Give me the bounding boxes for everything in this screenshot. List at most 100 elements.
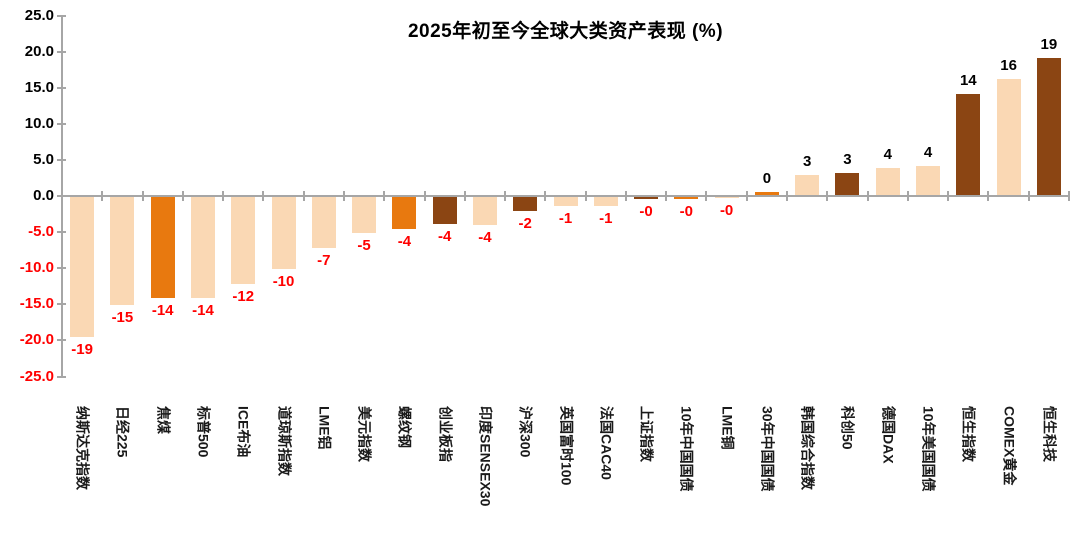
x-axis-tick <box>786 191 789 201</box>
bar-value-label: -2 <box>518 215 532 233</box>
x-axis-category-label: 标普500 <box>195 406 212 458</box>
y-axis-tick <box>57 375 66 378</box>
bar-value-label: -5 <box>357 237 371 255</box>
bar <box>231 197 256 284</box>
x-axis-tick <box>584 191 587 201</box>
x-axis-tick <box>665 191 668 201</box>
bar <box>110 197 135 306</box>
x-axis-tick <box>383 191 386 201</box>
bar-value-label: -7 <box>317 251 331 269</box>
x-axis-tick <box>61 191 63 201</box>
x-axis-tick <box>302 191 305 201</box>
x-axis-tick <box>141 191 144 201</box>
x-axis-tick <box>181 191 184 201</box>
x-axis-category-label: 德国DAX <box>880 406 897 464</box>
y-axis-tick <box>57 50 66 53</box>
x-axis-category-label: 创业板指 <box>437 406 454 462</box>
x-axis-category-label: LME铝 <box>316 406 333 450</box>
x-axis-tick <box>222 191 225 201</box>
x-axis-tick <box>101 191 104 201</box>
bar <box>996 79 1021 195</box>
x-axis-category-label: 科创50 <box>839 406 856 450</box>
y-axis-tick-label: -20.0 <box>19 331 54 349</box>
x-axis-category-label: COMEX黄金 <box>1001 406 1018 486</box>
chart-title: 2025年初至今全球大类资产表现 (%) <box>407 21 724 42</box>
x-axis-category-label: 上证指数 <box>638 406 655 462</box>
bar-value-label: -4 <box>397 232 412 250</box>
x-axis-tick <box>262 191 265 201</box>
bar-value-label: -4 <box>437 227 452 245</box>
y-axis-tick-label: -15.0 <box>19 295 54 313</box>
x-axis-category-label: 英国富时100 <box>558 406 574 486</box>
bar-value-label: 16 <box>1000 57 1017 75</box>
bar <box>835 172 860 195</box>
x-axis-category-label: 纳斯达克指数 <box>74 406 91 490</box>
x-axis-tick <box>504 191 507 201</box>
y-axis-tick <box>57 267 66 270</box>
x-axis-category-label: 韩国综合指数 <box>799 406 816 490</box>
bar-value-label: -0 <box>639 203 653 221</box>
x-axis-tick <box>947 191 950 201</box>
y-axis-tick-label: 25.0 <box>24 6 54 24</box>
x-axis-tick <box>463 191 466 201</box>
x-axis-category-label: 螺纹钢 <box>396 406 413 448</box>
x-axis-category-label: 日经225 <box>114 406 131 458</box>
y-axis-tick-label: 20.0 <box>24 42 54 60</box>
x-axis-category-label: ICE布油 <box>235 406 252 458</box>
bar <box>352 197 377 234</box>
bar <box>150 197 175 299</box>
x-axis-category-label: 恒生指数 <box>960 406 977 462</box>
y-axis-tick-label: 15.0 <box>24 78 54 96</box>
x-axis-tick <box>987 191 990 201</box>
x-axis-tick <box>866 191 869 201</box>
x-axis-tick <box>1027 191 1030 201</box>
y-axis-tick-label: 0.0 <box>33 187 54 204</box>
x-axis-tick <box>423 191 426 201</box>
y-axis-tick-label: 10.0 <box>24 114 54 132</box>
x-axis-tick <box>826 191 829 201</box>
y-axis-tick <box>57 122 66 125</box>
bar <box>472 197 497 226</box>
bar <box>311 197 336 248</box>
x-axis-category-label: 道琼斯指数 <box>276 406 293 476</box>
bar <box>70 197 95 338</box>
bar <box>1036 57 1061 195</box>
bar-value-label: -14 <box>192 302 214 320</box>
bar-value-label: -1 <box>599 209 613 227</box>
bar <box>392 197 417 229</box>
bar <box>754 192 779 195</box>
bar-value-label: -0 <box>679 203 693 221</box>
y-axis-tick-label: -5.0 <box>28 223 54 241</box>
y-axis-tick <box>57 86 66 89</box>
bar <box>593 197 618 206</box>
bar-value-label: -4 <box>478 229 492 247</box>
x-axis-category-label: 印度SENSEX30 <box>477 406 494 507</box>
x-axis-line <box>62 195 1069 197</box>
bar <box>513 197 538 212</box>
x-axis-tick <box>1068 191 1070 201</box>
x-axis-tick <box>705 191 708 201</box>
x-axis-category-label: 沪深300 <box>517 406 534 458</box>
x-axis-tick <box>342 191 345 201</box>
bar-value-label: 4 <box>923 144 933 162</box>
x-axis-tick <box>544 191 547 201</box>
bar <box>795 174 820 195</box>
bar-value-label: -1 <box>558 209 573 227</box>
bar <box>956 93 981 195</box>
y-axis-tick-label: -10.0 <box>19 259 54 277</box>
x-axis-category-label: 10年美国国债 <box>920 406 937 492</box>
bar <box>714 197 739 198</box>
x-axis-category-label: 10年中国国债 <box>678 406 695 492</box>
y-axis-tick-label: 5.0 <box>33 150 54 168</box>
x-axis-tick <box>745 191 748 201</box>
x-axis-tick <box>624 191 627 201</box>
x-axis-category-label: 美元指数 <box>356 406 373 462</box>
bar-value-label: 3 <box>803 152 812 170</box>
bar <box>634 197 659 200</box>
bar-value-label: 0 <box>762 170 772 188</box>
bar-value-label: -14 <box>151 302 174 320</box>
bar <box>674 197 699 200</box>
x-axis-category-label: LME铜 <box>719 406 736 450</box>
bar-value-label: -12 <box>232 287 255 305</box>
